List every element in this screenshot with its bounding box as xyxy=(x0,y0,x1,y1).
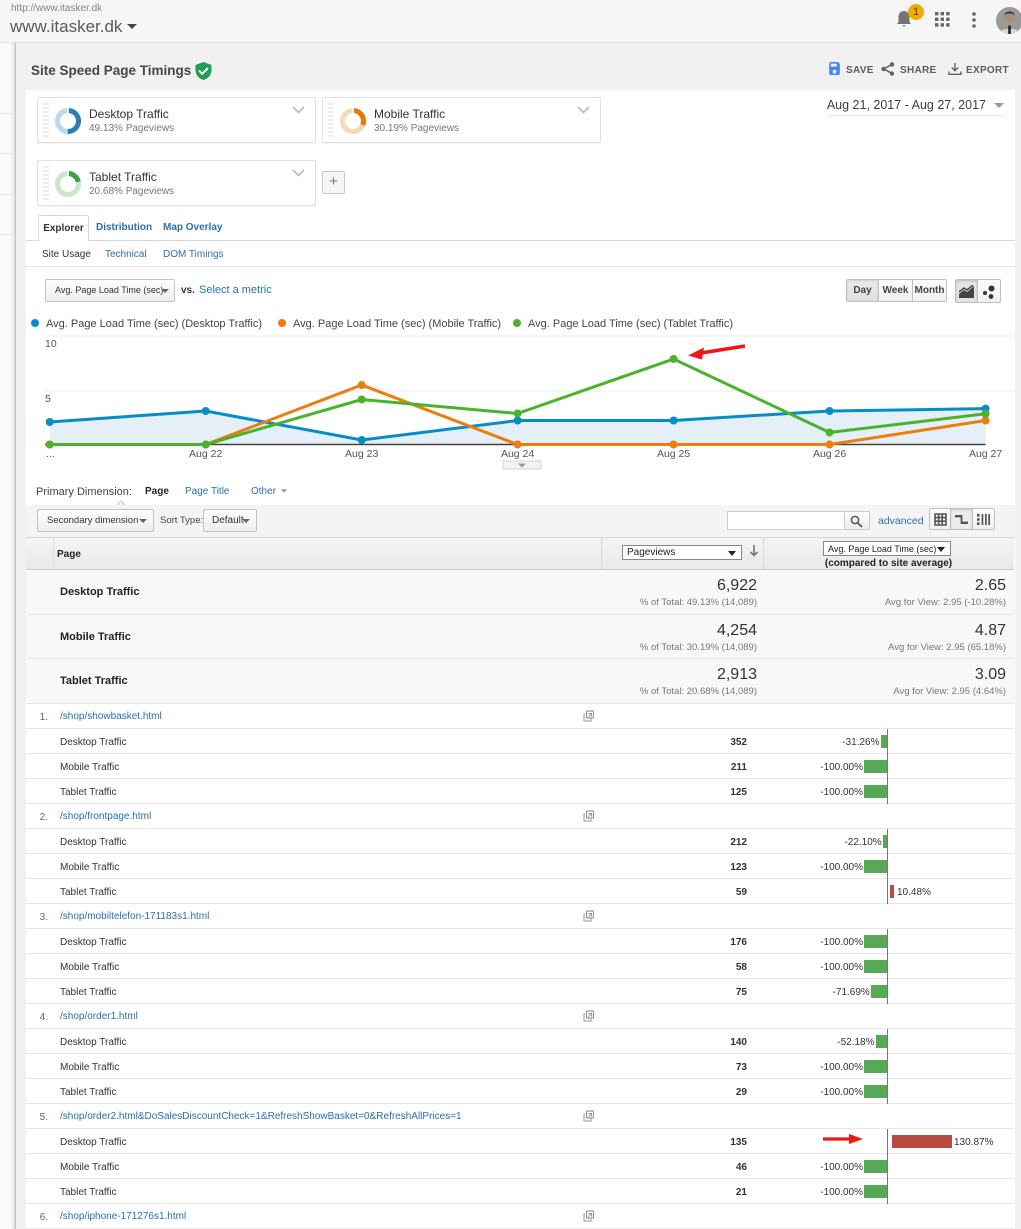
svg-text:Aug 26: Aug 26 xyxy=(813,448,846,460)
svg-text:Aug 25: Aug 25 xyxy=(657,448,690,460)
svg-text:Aug 23: Aug 23 xyxy=(345,448,378,460)
svg-text:Aug 27: Aug 27 xyxy=(969,448,1002,460)
svg-text:Aug 24: Aug 24 xyxy=(501,448,534,460)
svg-text:10: 10 xyxy=(45,338,57,350)
svg-text:5: 5 xyxy=(45,393,51,405)
svg-text:Aug 22: Aug 22 xyxy=(189,448,222,460)
svg-text:...: ... xyxy=(46,448,55,460)
